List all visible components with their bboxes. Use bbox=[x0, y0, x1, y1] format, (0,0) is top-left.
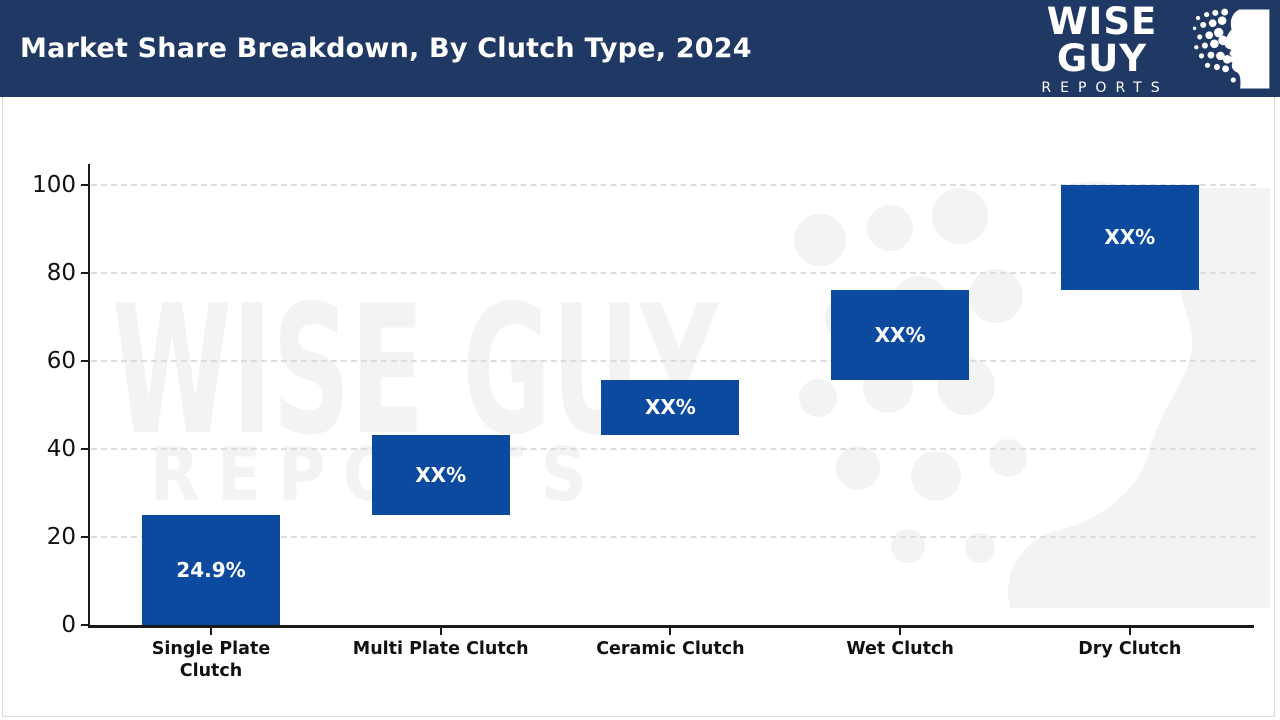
watermark-subtitle: REPORTS bbox=[150, 438, 604, 512]
bar-3: XX% bbox=[601, 379, 740, 435]
x-tick-5 bbox=[1128, 627, 1131, 635]
x-tick-2 bbox=[439, 627, 442, 635]
y-tick-100 bbox=[81, 184, 88, 186]
y-tick-40 bbox=[81, 448, 88, 450]
y-tick-label-80: 80 bbox=[46, 260, 76, 286]
page-title: Market Share Breakdown, By Clutch Type, … bbox=[20, 33, 752, 64]
y-tick-0 bbox=[81, 624, 88, 626]
category-label-3: Ceramic Clutch bbox=[596, 639, 745, 659]
y-tick-80 bbox=[81, 272, 88, 274]
gridline-20 bbox=[91, 536, 1256, 538]
bar-value-label: XX% bbox=[415, 463, 467, 488]
category-label-4: Wet Clutch bbox=[846, 639, 954, 659]
gridline-60 bbox=[91, 360, 1256, 362]
category-label-1: Single Plate Clutch bbox=[151, 639, 271, 681]
wiseguy-logo-text: WISE GUY REPORTS bbox=[1004, 3, 1200, 96]
bar-5: XX% bbox=[1060, 185, 1199, 290]
gridline-80 bbox=[91, 272, 1256, 274]
bar-value-label: XX% bbox=[1104, 225, 1156, 250]
y-tick-20 bbox=[81, 536, 88, 538]
y-tick-label-20: 20 bbox=[46, 524, 76, 550]
category-label-5: Dry Clutch bbox=[1078, 639, 1182, 659]
x-axis-line bbox=[88, 625, 1254, 628]
wiseguy-logo: WISE GUY REPORTS bbox=[1004, 3, 1272, 96]
wiseguy-face-icon bbox=[1192, 8, 1270, 89]
bar-value-label: 24.9% bbox=[176, 558, 246, 583]
y-tick-label-40: 40 bbox=[46, 436, 76, 462]
chart-plot-area: 0 20 40 60 80 100 24.9% Single Plate Clutch XX% M… bbox=[0, 97, 1280, 720]
bar-4: XX% bbox=[831, 289, 970, 380]
logo-subtitle: REPORTS bbox=[1041, 79, 1169, 96]
category-label-2: Multi Plate Clutch bbox=[352, 639, 529, 659]
y-tick-label-100: 100 bbox=[32, 172, 76, 198]
y-axis-line bbox=[88, 164, 90, 628]
x-tick-1 bbox=[210, 627, 212, 635]
gridline-40 bbox=[91, 448, 1256, 450]
bar-value-label: XX% bbox=[644, 395, 696, 420]
x-tick-3 bbox=[669, 627, 672, 635]
bar-2: XX% bbox=[371, 434, 510, 516]
header-bar: Market Share Breakdown, By Clutch Type, … bbox=[0, 0, 1280, 97]
y-tick-label-60: 60 bbox=[46, 348, 76, 374]
logo-wordmark: WISE GUY bbox=[1046, 0, 1158, 80]
gridline-100 bbox=[91, 184, 1256, 186]
bar-value-label: XX% bbox=[874, 322, 926, 347]
y-tick-label-0: 0 bbox=[61, 612, 76, 638]
y-tick-60 bbox=[81, 360, 88, 362]
figure-border bbox=[2, 97, 1275, 717]
bar-1: 24.9% bbox=[142, 515, 280, 625]
x-tick-4 bbox=[899, 627, 902, 635]
